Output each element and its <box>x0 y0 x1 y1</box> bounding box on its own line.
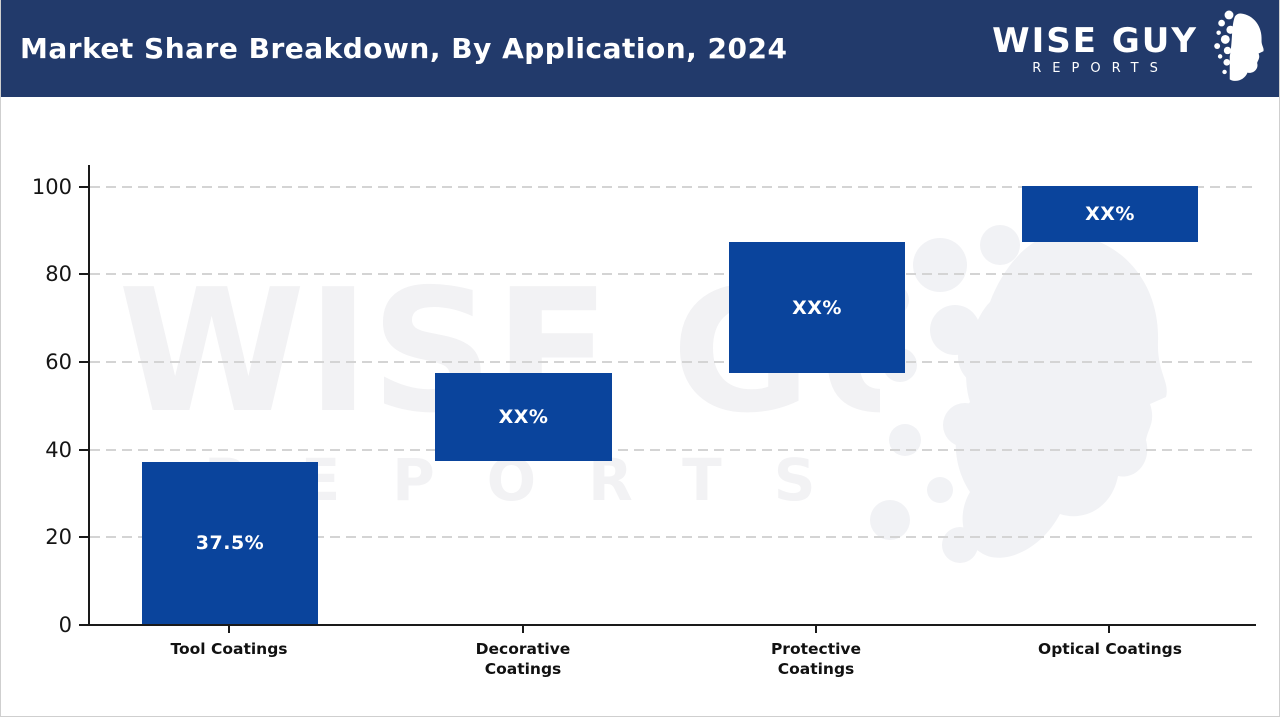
y-tick <box>79 273 88 275</box>
bar-value-label: XX% <box>498 406 549 428</box>
x-category-label: Decorative Coatings <box>475 640 571 678</box>
x-category-label: Optical Coatings <box>1038 640 1182 658</box>
y-tick <box>79 624 88 626</box>
y-tick <box>79 186 88 188</box>
y-tick <box>79 536 88 538</box>
bar-protective-coatings: XX% <box>729 242 905 373</box>
bar-value-label: 37.5% <box>195 532 265 554</box>
y-tick-label: 20 <box>45 525 72 549</box>
bar-tool-coatings: 37.5% <box>142 462 318 624</box>
brand-wordmark: WISE GUY REPORTS <box>992 23 1198 76</box>
page-title: Market Share Breakdown, By Application, … <box>20 32 788 65</box>
x-tick <box>522 626 524 633</box>
x-tick <box>1108 626 1110 633</box>
y-tick-label: 80 <box>45 262 72 286</box>
gridline-60 <box>90 361 1255 363</box>
y-tick-label: 60 <box>45 350 72 374</box>
x-category-label: Protective Coatings <box>770 640 862 678</box>
y-tick <box>79 361 88 363</box>
y-tick-label: 100 <box>31 175 72 199</box>
gridline-40 <box>90 449 1255 451</box>
header: Market Share Breakdown, By Application, … <box>0 0 1280 97</box>
brand-name: WISE GUY <box>992 20 1198 61</box>
x-category-label: Tool Coatings <box>170 640 288 658</box>
y-tick-label: 40 <box>45 438 72 462</box>
x-axis-line <box>88 624 1256 626</box>
bar-decorative-coatings: XX% <box>435 373 612 461</box>
gridline-100 <box>90 186 1255 188</box>
bar-optical-coatings: XX% <box>1022 186 1198 242</box>
gridline-80 <box>90 273 1255 275</box>
brand-face-icon <box>1214 10 1264 81</box>
y-axis-line <box>88 165 90 626</box>
gridline-20 <box>90 536 1255 538</box>
x-tick <box>228 626 230 633</box>
brand-subname: REPORTS <box>1032 60 1169 76</box>
x-tick <box>815 626 817 633</box>
brand-logo: WISE GUY REPORTS <box>992 8 1266 90</box>
bar-value-label: XX% <box>792 296 842 319</box>
y-tick <box>79 449 88 451</box>
bar-value-label: XX% <box>1085 203 1135 225</box>
y-tick-label: 0 <box>58 613 72 637</box>
